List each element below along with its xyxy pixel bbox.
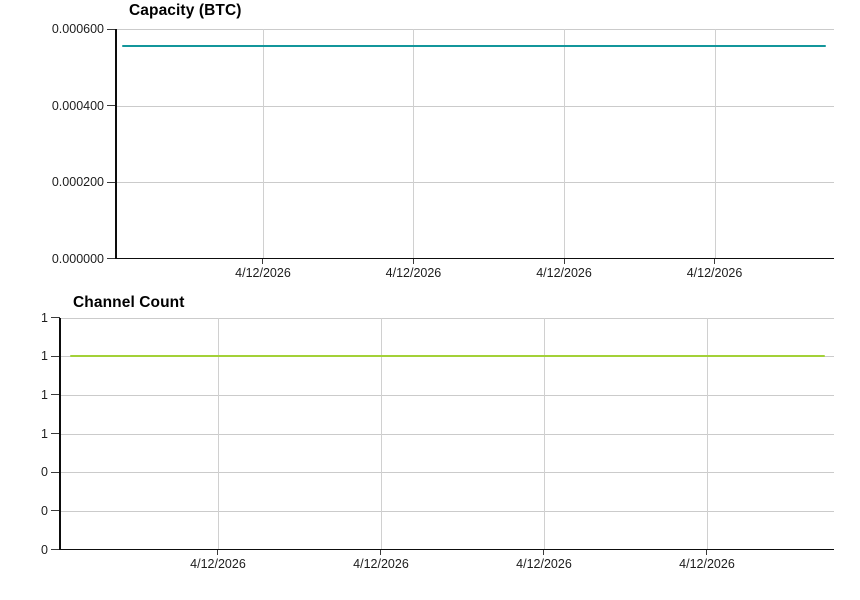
- x-axis-tick: [563, 258, 565, 264]
- vertical-gridline: [714, 29, 716, 259]
- x-axis-tick: [714, 258, 716, 264]
- vertical-gridline: [217, 317, 219, 550]
- x-axis-tick-label: 4/12/2026: [536, 265, 592, 280]
- y-axis-tick: [51, 433, 60, 434]
- vertical-gridline: [706, 317, 708, 550]
- y-axis-tick: [107, 258, 116, 259]
- horizontal-gridline: [116, 105, 834, 107]
- horizontal-gridline: [60, 317, 834, 319]
- x-axis-tick: [217, 549, 219, 555]
- horizontal-gridline: [60, 394, 834, 396]
- y-axis-tick: [51, 549, 60, 550]
- vertical-gridline: [564, 29, 566, 259]
- horizontal-gridline: [60, 433, 834, 435]
- y-axis-tick: [107, 105, 116, 106]
- x-axis-tick-label: 4/12/2026: [235, 265, 291, 280]
- y-axis-tick-label: 0: [41, 503, 48, 518]
- x-axis-tick: [262, 258, 264, 264]
- horizontal-gridline: [116, 182, 834, 183]
- vertical-gridline: [262, 29, 264, 259]
- horizontal-gridline: [60, 510, 834, 512]
- vertical-gridline: [413, 29, 415, 259]
- data-line-channel-count: [70, 354, 825, 358]
- y-axis-tick-label: 0: [41, 465, 48, 480]
- y-axis-tick: [107, 181, 116, 183]
- x-axis-tick-label: 4/12/2026: [679, 556, 735, 571]
- y-axis-tick-label: 0.000600: [51, 22, 104, 36]
- y-axis-tick: [51, 317, 60, 318]
- capacity-chart-title: Capacity (BTC): [129, 2, 242, 19]
- capacity-plot-area: 0.000600 0.000400 0.000200 0.000000 4/12/202…: [52, 22, 834, 280]
- x-axis-tick-label: 4/12/2026: [686, 265, 743, 280]
- x-axis-tick-label: 4/12/2026: [353, 556, 409, 571]
- y-axis-tick-label: 1: [41, 310, 48, 325]
- y-axis-tick-label: 0.000000: [51, 251, 104, 266]
- y-axis-tick-label: 0.000200: [51, 175, 104, 189]
- y-axis-tick: [51, 510, 60, 512]
- y-axis-tick: [51, 471, 60, 473]
- x-axis-tick-label: 4/12/2026: [385, 265, 442, 280]
- y-axis-tick: [51, 355, 60, 357]
- y-axis-tick-label: 1: [41, 387, 48, 402]
- y-axis-tick-label: 1: [41, 426, 48, 441]
- y-axis-tick: [51, 394, 60, 396]
- y-axis-line: [115, 29, 117, 259]
- channel-count-plot-area: 1 1 1 1 0 0 0 4/12/2026 4/12/2026 4/12/2026 4/12/2…: [41, 311, 834, 571]
- x-axis-tick-label: 4/12/2026: [516, 556, 572, 571]
- horizontal-gridline: [60, 472, 834, 474]
- y-axis-tick-label: 1: [41, 349, 48, 364]
- y-axis-line: [59, 317, 61, 550]
- channel-count-chart-title: Channel Count: [73, 294, 185, 311]
- x-axis-line: [60, 548, 834, 551]
- x-axis-tick: [380, 549, 382, 555]
- vertical-gridline: [543, 317, 545, 550]
- x-axis-tick-label: 4/12/2026: [190, 556, 246, 571]
- x-axis-tick: [706, 549, 708, 555]
- y-axis-tick-label: 0.000400: [51, 98, 104, 113]
- x-axis-tick: [543, 549, 545, 555]
- horizontal-gridline: [116, 29, 834, 30]
- y-axis-tick: [107, 28, 116, 30]
- y-axis-tick-label: 0: [41, 542, 48, 557]
- x-axis-tick: [412, 258, 414, 264]
- x-axis-line: [116, 257, 834, 260]
- vertical-gridline: [380, 317, 382, 550]
- data-line-capacity: [121, 45, 827, 48]
